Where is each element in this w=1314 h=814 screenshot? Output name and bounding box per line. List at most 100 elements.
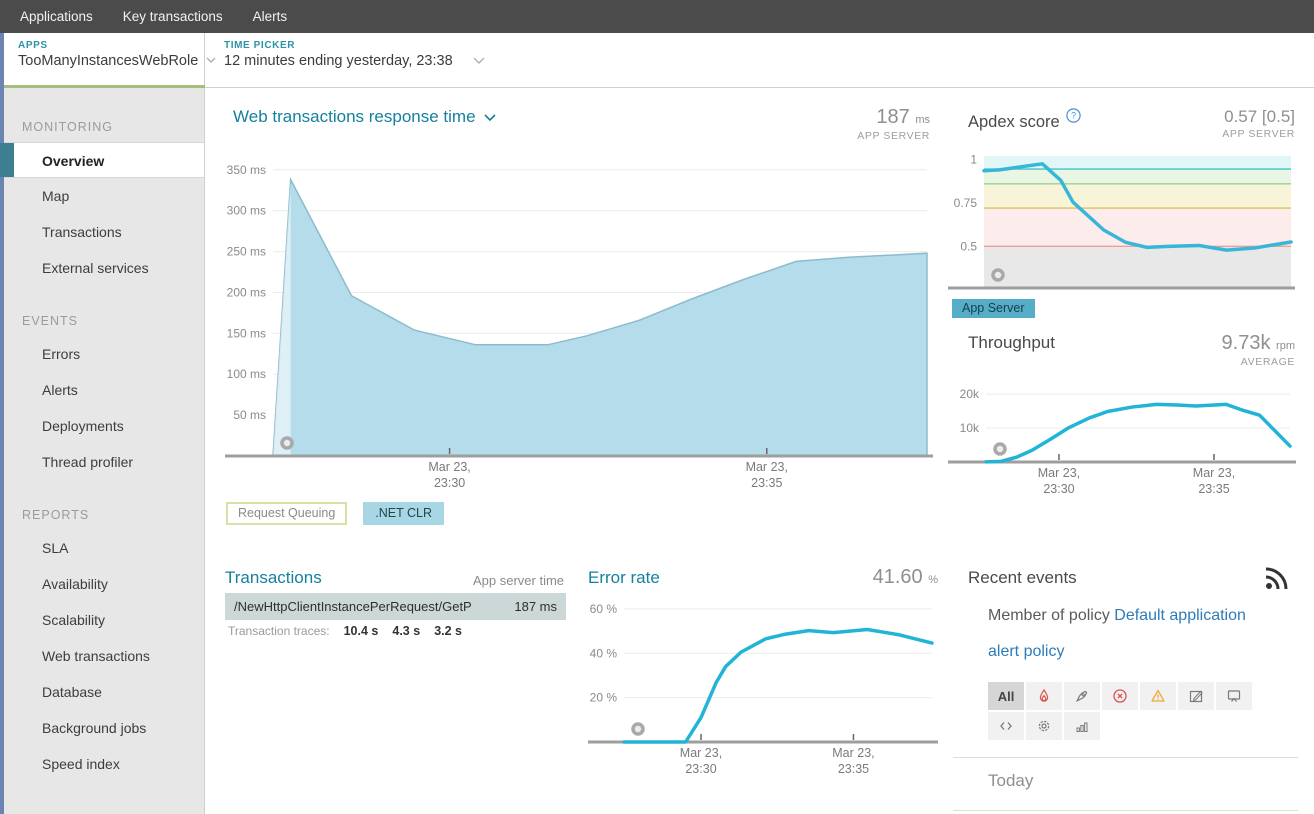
chart-throughput-svg: 20k 10k Mar 23, 23:30 Mar 23, 23:35	[948, 387, 1296, 496]
svg-text:350 ms: 350 ms	[227, 163, 266, 177]
trace-link[interactable]: 10.4 s	[343, 624, 379, 638]
sidebar-section-events: EVENTS	[22, 314, 79, 328]
response-time-chart[interactable]: 350 ms 300 ms 250 ms 200 ms 150 ms 100 ms 50 m…	[225, 150, 933, 490]
transaction-traces: Transaction traces: 10.4 s 4.3 s 3.2 s	[228, 624, 462, 638]
svg-text:?: ?	[1071, 111, 1076, 121]
legend-chip-request-queuing[interactable]: Request Queuing	[226, 502, 348, 525]
apps-label: APPS	[18, 40, 48, 51]
sidebar-item-deployments[interactable]: Deployments	[4, 408, 204, 444]
filter-error-circle-icon[interactable]	[1102, 682, 1138, 710]
chart-status-icon[interactable]	[280, 436, 294, 450]
error-rate-title[interactable]: Error rate	[588, 568, 660, 587]
svg-text:23:35: 23:35	[838, 762, 869, 776]
apdex-chart[interactable]: 1 0.75 0.5	[948, 152, 1295, 294]
transactions-title[interactable]: Transactions	[225, 568, 322, 587]
svg-text:150 ms: 150 ms	[227, 326, 266, 340]
trace-link[interactable]: 4.3 s	[392, 624, 421, 638]
chevron-down-icon	[473, 55, 485, 65]
response-time-title[interactable]: Web transactions response time	[233, 107, 496, 127]
filter-gear-icon[interactable]	[1026, 712, 1062, 740]
time-picker-value: 12 minutes ending yesterday, 23:38	[224, 53, 485, 69]
sidebar: MONITORING Overview Map Transactions Externa…	[0, 88, 205, 814]
active-item-marker	[0, 143, 14, 177]
filter-warning-triangle-icon[interactable]	[1140, 682, 1176, 710]
svg-text:20k: 20k	[960, 387, 980, 401]
feed-icon[interactable]	[1262, 563, 1292, 593]
legend-chip--net-clr[interactable]: .NET CLR	[363, 502, 445, 525]
svg-text:0.5: 0.5	[960, 239, 977, 253]
sidebar-item-label: Alerts	[42, 382, 78, 398]
chart-status-icon[interactable]	[993, 442, 1007, 456]
svg-text:100 ms: 100 ms	[227, 367, 266, 381]
chart-status-icon[interactable]	[631, 722, 645, 736]
filter-all[interactable]: All	[988, 682, 1024, 710]
svg-text:60 %: 60 %	[590, 602, 618, 616]
sidebar-item-errors[interactable]: Errors	[4, 336, 204, 372]
svg-text:0.75: 0.75	[954, 196, 978, 210]
sidebar-item-external-services[interactable]: External services	[4, 250, 204, 286]
response-time-value: 187 ms APP SERVER	[857, 106, 930, 142]
sidebar-item-speed-index[interactable]: Speed index	[4, 746, 204, 782]
throughput-value: 9.73k rpm AVERAGE	[1221, 332, 1295, 368]
sidebar-item-label: Availability	[42, 576, 108, 592]
sidebar-item-label: Web transactions	[42, 648, 150, 664]
filter-flame-icon[interactable]	[1026, 682, 1062, 710]
sidebar-item-transactions[interactable]: Transactions	[4, 214, 204, 250]
help-icon[interactable]: ?	[1066, 108, 1081, 128]
sidebar-item-availability[interactable]: Availability	[4, 566, 204, 602]
filter-code-icon[interactable]	[988, 712, 1024, 740]
apdex-value: 0.57 [0.5] APP SERVER	[1222, 107, 1295, 140]
policy-link[interactable]: Default application alert policy	[988, 607, 1246, 660]
svg-text:20 %: 20 %	[590, 691, 618, 705]
chart-legend: Request Queuing .NET CLR	[226, 502, 445, 525]
nav-item-applications[interactable]: Applications	[20, 9, 93, 24]
nav-item-alerts[interactable]: Alerts	[252, 9, 288, 24]
sidebar-item-sla[interactable]: SLA	[4, 530, 204, 566]
sidebar-item-overview[interactable]: Overview	[0, 142, 204, 178]
time-picker[interactable]: TIME PICKER 12 minutes ending yesterday,…	[206, 33, 485, 88]
svg-text:10k: 10k	[960, 421, 980, 435]
filter-rocket-icon[interactable]	[1064, 682, 1100, 710]
trace-link[interactable]: 3.2 s	[434, 624, 462, 638]
chart-status-icon[interactable]	[991, 268, 1005, 282]
header-bar: APPS TooManyInstancesWebRole TIME PICKER…	[0, 33, 1314, 89]
sidebar-item-web-transactions[interactable]: Web transactions	[4, 638, 204, 674]
app-picker[interactable]: APPS TooManyInstancesWebRole	[0, 33, 216, 89]
sidebar-item-label: Map	[42, 188, 70, 204]
sidebar-item-alerts[interactable]: Alerts	[4, 372, 204, 408]
filter-display-icon[interactable]	[1216, 682, 1252, 710]
transaction-row[interactable]: /NewHttpClientInstancePerRequest/GetP 18…	[225, 593, 566, 620]
time-picker-label: TIME PICKER	[224, 40, 296, 51]
svg-text:1: 1	[970, 152, 977, 166]
svg-text:23:30: 23:30	[434, 476, 465, 490]
filter-bar-chart-icon[interactable]	[1064, 712, 1100, 740]
sidebar-item-label: Scalability	[42, 612, 106, 628]
sidebar-item-label: Background jobs	[42, 720, 147, 736]
filter-note-icon[interactable]	[1178, 682, 1214, 710]
divider	[953, 757, 1298, 758]
chevron-down-icon	[483, 112, 496, 122]
sidebar-item-label: Transactions	[42, 224, 122, 240]
throughput-chart[interactable]: 20k 10k Mar 23, 23:30 Mar 23, 23:35	[948, 378, 1296, 502]
svg-text:50 ms: 50 ms	[233, 408, 266, 422]
chart-error-svg: 60 % 40 % 20 % Mar 23, 23:30 Mar 23, 23:35	[588, 602, 938, 776]
sidebar-item-thread-profiler[interactable]: Thread profiler	[4, 444, 204, 480]
svg-text:23:30: 23:30	[685, 762, 716, 776]
sidebar-gap	[4, 480, 204, 500]
sidebar-item-map[interactable]: Map	[4, 178, 204, 214]
error-rate-chart[interactable]: 60 % 40 % 20 % Mar 23, 23:30 Mar 23, 23:35	[588, 596, 938, 784]
chevron-down-icon	[206, 55, 216, 65]
legend-chip-app-server[interactable]: App Server	[952, 299, 1035, 318]
transactions-sort-label[interactable]: App server time	[473, 573, 565, 588]
active-app-underline	[0, 85, 205, 89]
sidebar-item-label: Errors	[42, 346, 81, 362]
error-rate-value: 41.60 %	[872, 566, 938, 588]
sidebar-item-database[interactable]: Database	[4, 674, 204, 710]
sidebar-item-background-jobs[interactable]: Background jobs	[4, 710, 204, 746]
event-filter-toolbar: All	[988, 682, 1260, 740]
window-edge-strip	[0, 33, 4, 814]
sidebar-item-scalability[interactable]: Scalability	[4, 602, 204, 638]
nav-item-key-transactions[interactable]: Key transactions	[122, 9, 223, 24]
transaction-time: 187 ms	[514, 599, 557, 614]
